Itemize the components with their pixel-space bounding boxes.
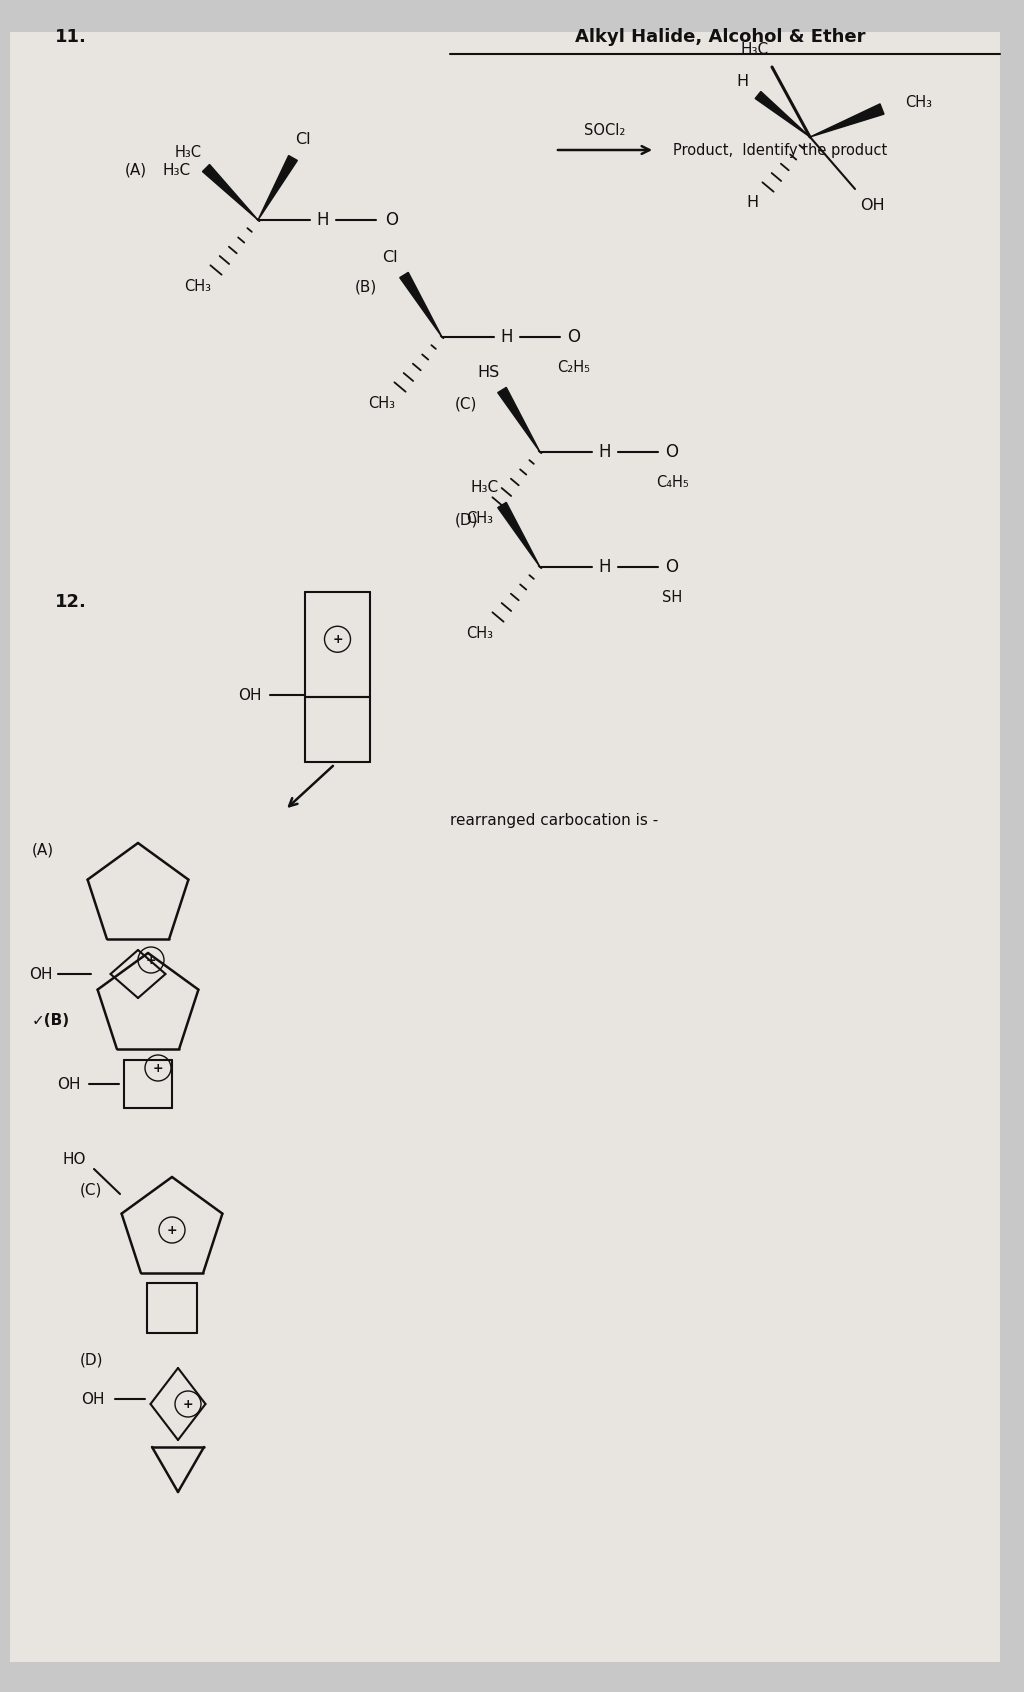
Text: CH₃: CH₃ xyxy=(184,279,212,293)
Text: (D): (D) xyxy=(455,513,478,528)
Text: C₄H₅: C₄H₅ xyxy=(655,474,688,489)
Text: (A): (A) xyxy=(32,843,54,858)
Text: H: H xyxy=(501,328,513,345)
Text: OH: OH xyxy=(57,1076,81,1091)
Polygon shape xyxy=(755,91,810,137)
Text: O: O xyxy=(385,212,398,228)
Text: (C): (C) xyxy=(80,1183,102,1198)
Text: +: + xyxy=(182,1398,194,1411)
Text: Alkyl Halide, Alcohol & Ether: Alkyl Halide, Alcohol & Ether xyxy=(574,29,865,46)
Polygon shape xyxy=(203,164,258,220)
Polygon shape xyxy=(498,387,540,452)
Polygon shape xyxy=(399,272,442,337)
Text: O: O xyxy=(567,328,581,345)
Text: +: + xyxy=(145,954,157,966)
Text: H₃C: H₃C xyxy=(174,144,202,159)
Text: CH₃: CH₃ xyxy=(905,95,932,110)
Text: +: + xyxy=(167,1223,177,1237)
Text: CH₃: CH₃ xyxy=(467,626,494,641)
Text: C₂H₅: C₂H₅ xyxy=(557,359,591,374)
Text: O: O xyxy=(666,443,679,460)
Text: H₃C: H₃C xyxy=(162,162,190,178)
Text: H: H xyxy=(599,443,611,460)
Text: +: + xyxy=(332,633,343,646)
Text: (C): (C) xyxy=(455,396,477,411)
Text: H₃C: H₃C xyxy=(471,479,499,494)
Text: HS: HS xyxy=(477,364,499,379)
Text: Cl: Cl xyxy=(295,132,311,147)
Text: Product,  Identify the product: Product, Identify the product xyxy=(673,142,887,157)
Polygon shape xyxy=(258,156,297,220)
Text: OH: OH xyxy=(30,966,53,981)
Text: Cl: Cl xyxy=(382,249,397,264)
Text: H: H xyxy=(316,212,330,228)
Text: SH: SH xyxy=(662,589,682,604)
Text: SOCl₂: SOCl₂ xyxy=(585,122,626,137)
Text: +: + xyxy=(153,1061,163,1074)
Text: OH: OH xyxy=(81,1391,104,1406)
Text: ✓(B): ✓(B) xyxy=(32,1012,70,1027)
Text: H: H xyxy=(736,74,749,90)
Text: CH₃: CH₃ xyxy=(467,511,494,526)
Text: O: O xyxy=(666,558,679,575)
Polygon shape xyxy=(498,503,540,567)
Text: (D): (D) xyxy=(80,1352,103,1367)
Text: 11.: 11. xyxy=(55,29,87,46)
Text: (A): (A) xyxy=(125,162,147,178)
Text: 12.: 12. xyxy=(55,592,87,611)
Text: CH₃: CH₃ xyxy=(369,396,395,411)
Text: H: H xyxy=(745,195,758,210)
FancyBboxPatch shape xyxy=(10,32,1000,1662)
Text: OH: OH xyxy=(860,198,885,213)
Text: OH: OH xyxy=(239,687,262,702)
Text: (B): (B) xyxy=(355,279,377,294)
Text: rearranged carbocation is -: rearranged carbocation is - xyxy=(450,812,658,827)
Text: HO: HO xyxy=(62,1152,86,1166)
Polygon shape xyxy=(810,103,884,137)
Text: H: H xyxy=(599,558,611,575)
Text: H₃C: H₃C xyxy=(741,42,769,56)
